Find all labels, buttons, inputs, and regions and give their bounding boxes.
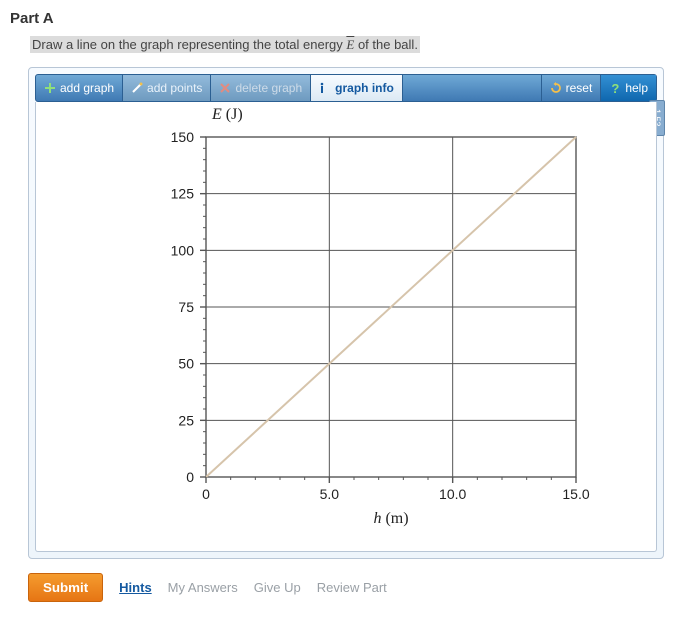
hints-link[interactable]: Hints [119, 580, 152, 595]
help-icon: ? [609, 82, 621, 94]
bottom-bar: Submit Hints My Answers Give Up Review P… [28, 573, 700, 602]
reset-button[interactable]: reset [542, 75, 602, 101]
reset-icon [550, 82, 562, 94]
svg-text:0: 0 [202, 486, 210, 502]
help-button[interactable]: ? help [601, 75, 656, 101]
svg-text:50: 50 [178, 356, 194, 372]
svg-text:25: 25 [178, 412, 194, 428]
plus-icon [44, 82, 56, 94]
svg-text:125: 125 [171, 186, 195, 202]
svg-text:5.0: 5.0 [320, 486, 340, 502]
my-answers-link[interactable]: My Answers [168, 580, 238, 595]
submit-button[interactable]: Submit [28, 573, 103, 602]
svg-text:150: 150 [171, 129, 195, 145]
svg-text:E (J): E (J) [211, 106, 243, 123]
svg-text:h (m): h (m) [373, 510, 408, 527]
x-icon [219, 82, 231, 94]
add-points-button[interactable]: add points [123, 75, 211, 101]
review-part-link[interactable]: Review Part [317, 580, 387, 595]
instruction: Draw a line on the graph representing th… [14, 37, 700, 53]
svg-text:10.0: 10.0 [439, 486, 466, 502]
instruction-post: of the ball. [354, 37, 418, 52]
instruction-pre: Draw a line on the graph representing th… [32, 37, 346, 52]
give-up-link[interactable]: Give Up [254, 580, 301, 595]
info-icon [319, 82, 331, 94]
svg-text:75: 75 [178, 299, 194, 315]
graph-info-button[interactable]: graph info [311, 75, 403, 101]
delete-graph-label: delete graph [235, 81, 302, 95]
add-graph-button[interactable]: add graph [36, 75, 123, 101]
graph-info-label: graph info [335, 81, 394, 95]
graph-applet: add graph add points delete graph graph … [28, 67, 664, 559]
help-label: help [625, 81, 648, 95]
toolbar: add graph add points delete graph graph … [35, 74, 657, 102]
add-graph-label: add graph [60, 81, 114, 95]
pencil-icon [131, 82, 143, 94]
svg-text:0: 0 [186, 469, 194, 485]
chart[interactable]: 0 25 50 75 100 125 150 0 5.0 10.0 15.0 E (J) h (m) [36, 102, 658, 552]
reset-label: reset [566, 81, 593, 95]
svg-text:15.0: 15.0 [562, 486, 589, 502]
part-label: Part A [10, 10, 700, 27]
add-points-label: add points [147, 81, 202, 95]
graph-area[interactable]: 0 25 50 75 100 125 150 0 5.0 10.0 15.0 E (J) h (m) [35, 102, 657, 552]
delete-graph-button[interactable]: delete graph [211, 75, 311, 101]
svg-text:100: 100 [171, 242, 195, 258]
toolbar-spacer [403, 75, 542, 101]
